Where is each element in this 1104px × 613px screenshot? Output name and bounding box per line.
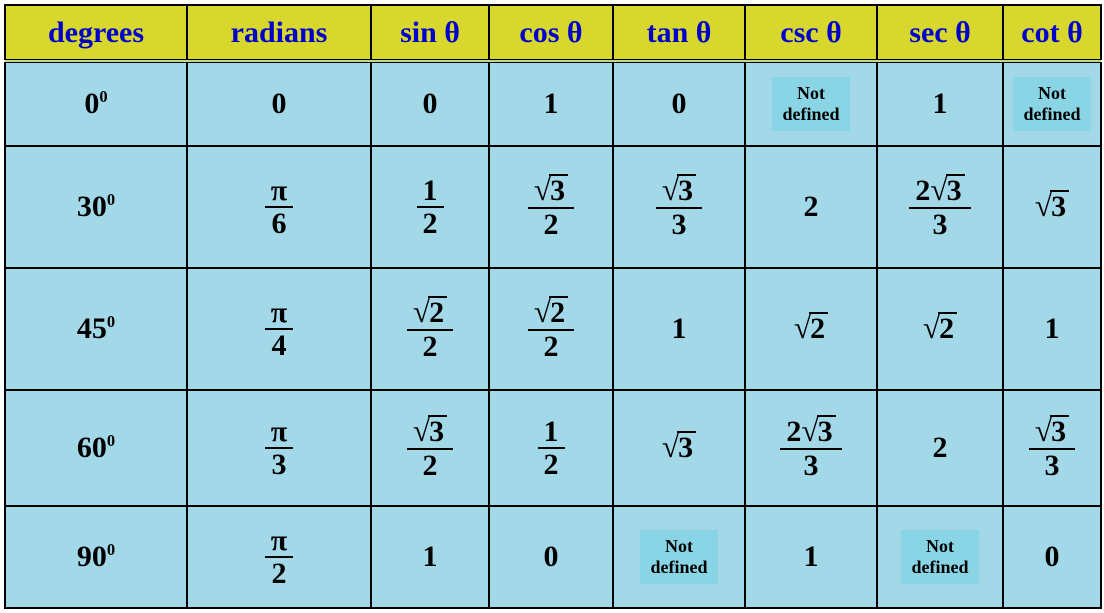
cell-radians: π3 [187,390,371,506]
cell-degrees: 600 [5,390,187,506]
cell-cot: √3 [1003,146,1101,268]
col-header-cot: cot θ [1003,5,1101,61]
cell-sin: √22 [371,268,489,390]
table-row: 900π210Notdefined1Notdefined0 [5,506,1101,608]
cell-cot: 0 [1003,506,1101,608]
table-row: 450π4√22√221√2√21 [5,268,1101,390]
col-header-sec: sec θ [877,5,1003,61]
col-header-degrees: degrees [5,5,187,61]
col-header-cos: cos θ [489,5,613,61]
cell-cos: √32 [489,146,613,268]
cell-cos: 12 [489,390,613,506]
trig-values-table: degrees radians sin θ cos θ tan θ csc θ … [4,4,1102,609]
col-header-sin: sin θ [371,5,489,61]
cell-radians: π2 [187,506,371,608]
cell-cos: 0 [489,506,613,608]
cell-degrees: 450 [5,268,187,390]
cell-degrees: 00 [5,61,187,146]
cell-cot: √33 [1003,390,1101,506]
cell-tan: √3 [613,390,745,506]
cell-csc: 1 [745,506,877,608]
cell-csc: 2√33 [745,390,877,506]
cell-cot: Notdefined [1003,61,1101,146]
table-header-row: degrees radians sin θ cos θ tan θ csc θ … [5,5,1101,61]
table-row: 600π3√3212√32√332√33 [5,390,1101,506]
cell-sin: 1 [371,506,489,608]
cell-radians: π4 [187,268,371,390]
cell-radians: 0 [187,61,371,146]
table-row: 000010Notdefined1Notdefined [5,61,1101,146]
cell-cos: √22 [489,268,613,390]
col-header-csc: csc θ [745,5,877,61]
cell-sin: 12 [371,146,489,268]
cell-csc: √2 [745,268,877,390]
cell-sec: √2 [877,268,1003,390]
cell-radians: π6 [187,146,371,268]
cell-tan: 0 [613,61,745,146]
cell-tan: 1 [613,268,745,390]
cell-csc: 2 [745,146,877,268]
cell-tan: √33 [613,146,745,268]
cell-tan: Notdefined [613,506,745,608]
cell-cos: 1 [489,61,613,146]
col-header-radians: radians [187,5,371,61]
cell-degrees: 900 [5,506,187,608]
cell-degrees: 300 [5,146,187,268]
cell-cot: 1 [1003,268,1101,390]
cell-sin: √32 [371,390,489,506]
cell-sec: Notdefined [877,506,1003,608]
cell-sin: 0 [371,61,489,146]
table-row: 300π612√32√3322√33√3 [5,146,1101,268]
cell-sec: 1 [877,61,1003,146]
cell-csc: Notdefined [745,61,877,146]
col-header-tan: tan θ [613,5,745,61]
table-body: 000010Notdefined1Notdefined300π612√32√33… [5,61,1101,608]
cell-sec: 2√33 [877,146,1003,268]
cell-sec: 2 [877,390,1003,506]
